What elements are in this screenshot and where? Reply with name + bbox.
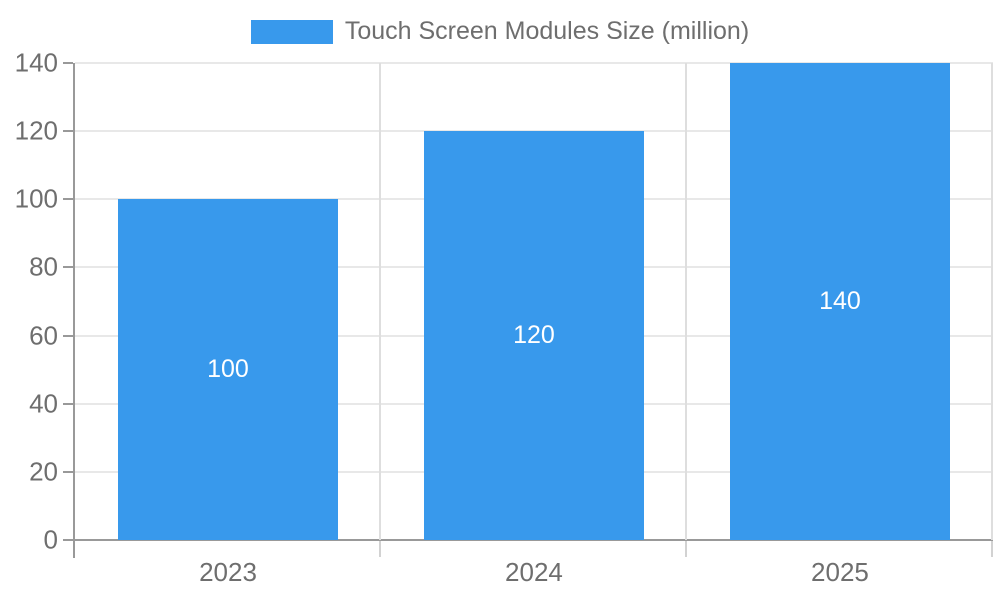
gridline-v: [684, 63, 687, 540]
gridline-h: [75, 62, 993, 64]
bar-value-label: 120: [513, 321, 555, 350]
bar[interactable]: 100: [117, 199, 339, 540]
y-tick-mark: [63, 266, 73, 269]
legend-label: Touch Screen Modules Size (million): [344, 17, 750, 45]
y-tick-mark: [63, 130, 73, 133]
y-tick-mark: [63, 62, 73, 64]
y-tick-label: 20: [29, 456, 58, 487]
y-axis-line: [73, 63, 75, 558]
y-tick-label: 40: [29, 388, 58, 419]
y-axis-labels: 0 20 40 60 80 100 120 140: [0, 49, 58, 552]
x-tick-label: 2024: [505, 557, 563, 587]
x-tick-label: 2025: [811, 557, 869, 587]
y-tick-mark: [63, 198, 73, 201]
x-tick-mark: [685, 541, 687, 557]
y-tick-label: 0: [43, 524, 58, 555]
legend-item[interactable]: Touch Screen Modules Size (million): [0, 17, 1000, 46]
bar[interactable]: 120: [423, 131, 645, 540]
y-tick-label: 140: [14, 47, 58, 78]
plot-area: 100 120 140: [75, 62, 993, 540]
y-tick-mark: [63, 402, 73, 405]
y-tick-mark: [63, 334, 73, 337]
x-tick-label: 2023: [199, 557, 257, 587]
y-tick-label: 100: [14, 183, 58, 214]
y-tick-label: 120: [14, 115, 58, 146]
x-tick-mark: [991, 541, 993, 557]
y-tick-mark: [63, 470, 73, 473]
bar-value-label: 100: [207, 355, 249, 384]
y-tick-label: 80: [29, 251, 58, 282]
bar[interactable]: 140: [729, 63, 951, 540]
x-axis-line: [73, 539, 993, 541]
gridline-v: [378, 63, 381, 540]
legend-swatch: [250, 19, 333, 44]
y-tick-label: 60: [29, 320, 58, 351]
y-tick-mark: [63, 539, 73, 541]
gridline-v: [991, 63, 993, 540]
gridline-h: [75, 130, 993, 133]
x-tick-mark: [379, 541, 381, 557]
bar-value-label: 140: [819, 287, 861, 315]
x-axis-labels: 2023 2024 2025: [75, 558, 993, 590]
